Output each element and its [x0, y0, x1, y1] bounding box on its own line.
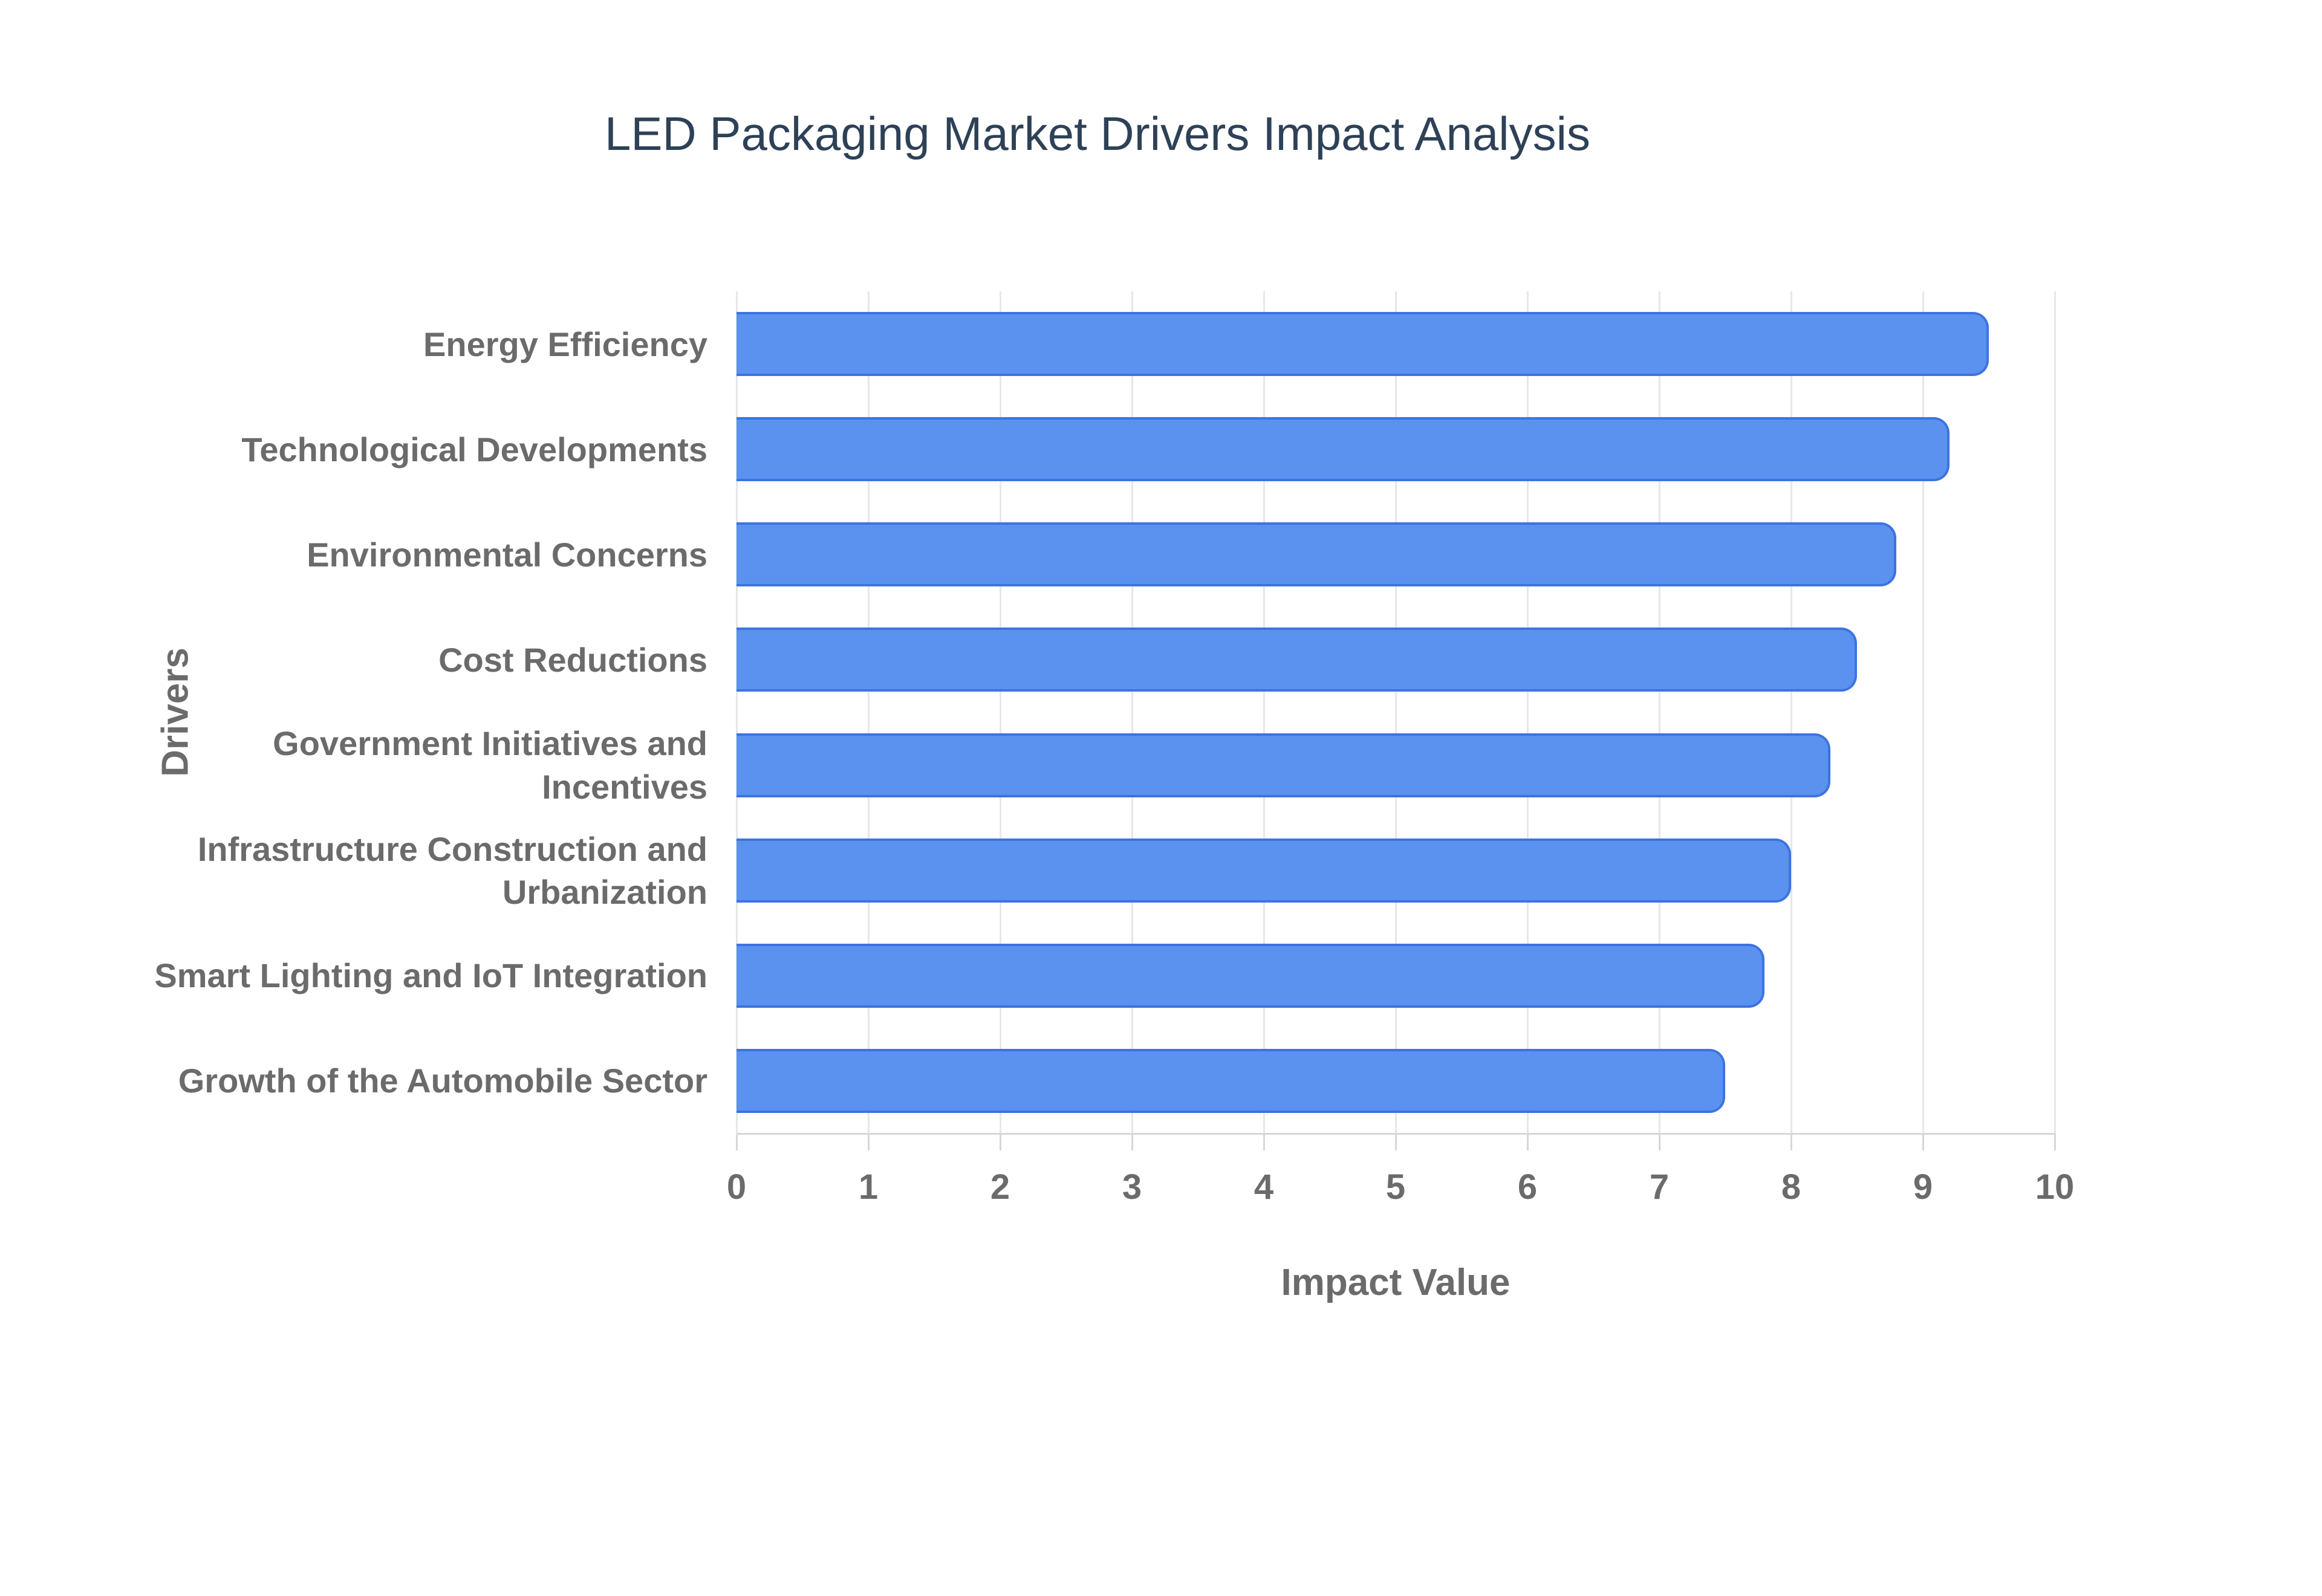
gridline-x-6 [1527, 291, 1529, 1134]
x-tick-label-3: 3 [1122, 1167, 1142, 1207]
x-axis-title: Impact Value [1281, 1262, 1511, 1303]
plot-area: 0 1 2 3 4 5 6 7 8 9 10 [727, 291, 2074, 1207]
x-tick-mark-6 [1527, 1135, 1529, 1150]
bar-0 [737, 312, 1989, 377]
gridline-x-0 [736, 291, 738, 1134]
bar-4 [737, 733, 1831, 797]
x-tick-mark-10 [2054, 1135, 2056, 1150]
x-tick-label-6: 6 [1517, 1167, 1538, 1207]
bar-1 [737, 417, 1950, 482]
category-label-5: Infrastructure Construction and Urbaniza… [197, 829, 707, 911]
x-tick-mark-3 [1131, 1135, 1133, 1150]
chart-title: LED Packaging Market Drivers Impact Anal… [605, 107, 1590, 160]
gridline-x-7 [1659, 291, 1660, 1134]
gridline-x-2 [1000, 291, 1001, 1134]
x-tick-mark-2 [1000, 1135, 1001, 1150]
gridline-x-10 [2054, 291, 2056, 1134]
x-tick-label-10: 10 [2035, 1167, 2075, 1207]
x-tick-mark-0 [736, 1135, 738, 1150]
category-label-3: Cost Reductions [438, 640, 707, 679]
x-tick-label-9: 9 [1913, 1167, 1933, 1207]
x-tick-mark-7 [1659, 1135, 1660, 1150]
x-tick-label-7: 7 [1649, 1167, 1670, 1207]
x-tick-mark-8 [1790, 1135, 1792, 1150]
category-label-1: Technological Developments [241, 430, 707, 469]
category-label-6: Smart Lighting and IoT Integration [154, 956, 707, 995]
bar-3 [737, 628, 1857, 692]
x-tick-label-1: 1 [858, 1167, 879, 1207]
x-axis-line [737, 1133, 2056, 1135]
x-tick-label-0: 0 [726, 1167, 747, 1207]
bar-6 [737, 943, 1765, 1008]
category-label-7: Growth of the Automobile Sector [178, 1062, 707, 1100]
category-label-0: Energy Efficiency [423, 325, 707, 363]
x-tick-mark-1 [868, 1135, 870, 1150]
bar-2 [737, 522, 1897, 587]
category-label-4: Government Initiatives and Incentives [273, 724, 707, 806]
gridline-x-1 [868, 291, 870, 1134]
x-tick-label-4: 4 [1254, 1167, 1274, 1207]
category-label-2: Environmental Concerns [307, 535, 707, 574]
gridline-x-4 [1263, 291, 1265, 1134]
x-tick-label-2: 2 [990, 1167, 1010, 1207]
x-tick-mark-9 [1922, 1135, 1924, 1150]
bar-7 [737, 1048, 1725, 1113]
x-tick-mark-5 [1395, 1135, 1397, 1150]
x-tick-mark-4 [1263, 1135, 1265, 1150]
gridline-x-8 [1790, 291, 1792, 1134]
gridline-x-5 [1395, 291, 1397, 1134]
gridline-x-9 [1922, 291, 1924, 1134]
gridline-x-3 [1131, 291, 1133, 1134]
x-tick-label-8: 8 [1781, 1167, 1801, 1207]
x-tick-label-5: 5 [1385, 1167, 1406, 1207]
bar-5 [737, 838, 1791, 903]
